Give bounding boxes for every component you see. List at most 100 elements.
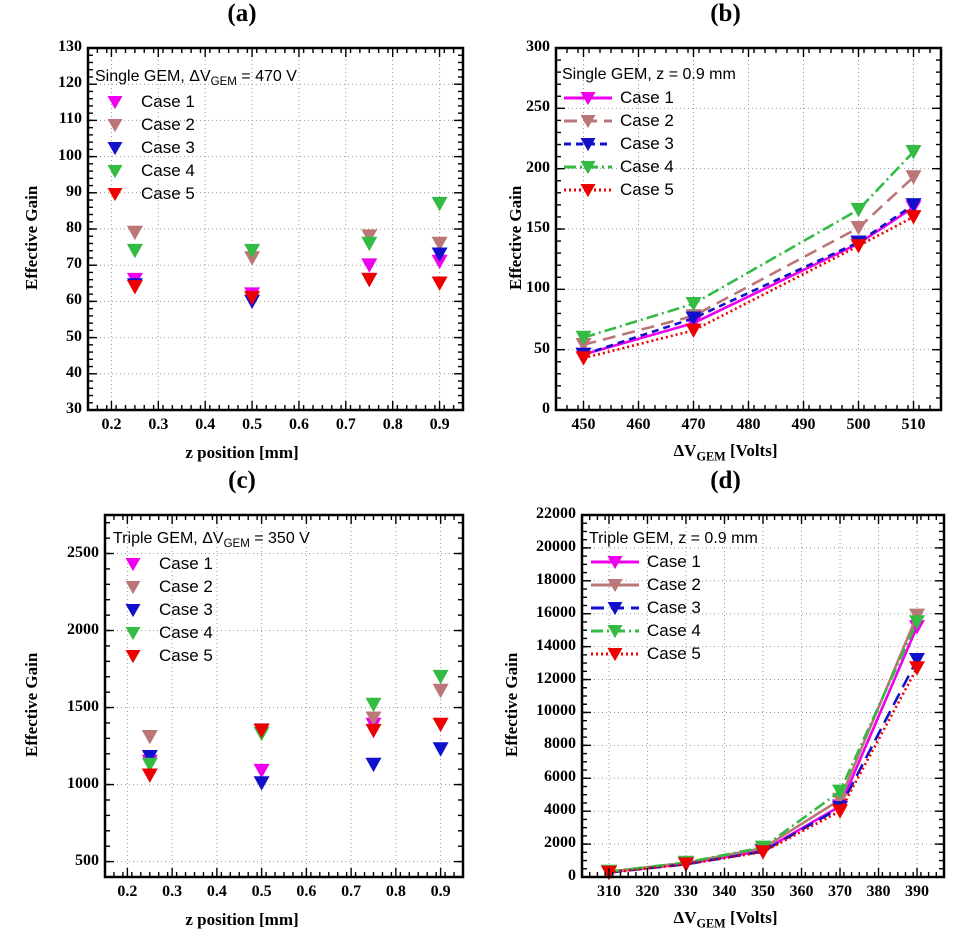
y-tick-label: 30 xyxy=(66,400,82,417)
legend-item-case5: Case 5 xyxy=(562,178,736,201)
legend-item-case2: Case 2 xyxy=(113,575,310,598)
x-tick-label: 0.8 xyxy=(382,416,403,433)
panel-d-title: (d) xyxy=(710,467,741,494)
legend-item-case1: Case 1 xyxy=(113,552,310,575)
y-tick-label: 22000 xyxy=(536,505,576,522)
legend-label-case2: Case 2 xyxy=(620,110,674,130)
y-tick-label: 20000 xyxy=(536,537,576,555)
legend-label-case5: Case 5 xyxy=(159,645,213,665)
panel-d-xlabel-pre: ΔV xyxy=(673,908,697,927)
legend-label-case3: Case 3 xyxy=(159,599,213,619)
y-tick-label: 50 xyxy=(534,339,550,357)
y-tick-label: 50 xyxy=(66,327,82,345)
legend-label-case4: Case 4 xyxy=(159,622,213,642)
panel-c-annotation-sub: GEM xyxy=(223,538,250,551)
panel-a-annotation-post: = 470 V xyxy=(236,68,297,85)
y-tick-label: 1500 xyxy=(67,697,99,715)
panel-c-annotation-pre: Triple GEM, ΔV xyxy=(113,530,224,547)
panel-b-plot xyxy=(554,46,943,412)
x-tick-label: 360 xyxy=(789,883,814,900)
panel-a-legend: Single GEM, ΔVGEM = 470 V Case 1 Case 2 … xyxy=(95,68,297,205)
x-tick-label: 310 xyxy=(596,883,621,900)
x-tick-label: 0.9 xyxy=(430,883,451,900)
panel-d-xlabel-sub: GEM xyxy=(696,916,726,931)
y-tick-label: 40 xyxy=(66,363,82,381)
case5-marker-icon xyxy=(95,183,135,205)
panel-a-xlabel: z position [mm] xyxy=(185,443,299,462)
case2-marker-icon xyxy=(95,114,135,136)
x-tick-label: 370 xyxy=(828,883,853,900)
y-tick-label: 150 xyxy=(526,219,550,236)
x-tick-label: 460 xyxy=(626,416,651,433)
y-tick-label: 0 xyxy=(568,867,576,884)
y-tick-label: 8000 xyxy=(544,735,576,753)
legend-item-case1: Case 1 xyxy=(589,550,758,573)
y-tick-label: 0 xyxy=(542,400,550,417)
y-tick-label: 110 xyxy=(58,110,82,128)
case1-marker-icon xyxy=(113,553,153,575)
legend-item-case5: Case 5 xyxy=(589,642,758,665)
legend-item-case1: Case 1 xyxy=(95,90,297,113)
y-tick-label: 130 xyxy=(58,38,82,55)
legend-item-case4: Case 4 xyxy=(589,619,758,642)
case3-marker-icon xyxy=(113,599,153,621)
y-tick-label: 14000 xyxy=(536,636,576,654)
y-tick-label: 100 xyxy=(58,146,82,164)
x-tick-label: 380 xyxy=(866,883,891,900)
legend-label-case2: Case 2 xyxy=(647,574,701,594)
y-tick-label: 16000 xyxy=(536,603,576,621)
legend-label-case3: Case 3 xyxy=(141,137,195,157)
y-tick-label: 2000 xyxy=(544,834,576,852)
case5-marker-icon xyxy=(113,645,153,667)
panel-b-xlabel-post: [Volts] xyxy=(725,441,778,460)
case1-line-marker-icon xyxy=(589,551,641,573)
case2-line-marker-icon xyxy=(589,574,641,596)
y-tick-label: 12000 xyxy=(536,669,576,687)
x-tick-label: 0.4 xyxy=(206,883,227,900)
legend-item-case3: Case 3 xyxy=(562,132,736,155)
x-tick-label: 0.5 xyxy=(242,416,263,433)
legend-item-case2: Case 2 xyxy=(589,573,758,596)
x-tick-label: 340 xyxy=(712,883,737,900)
x-tick-label: 350 xyxy=(751,883,775,900)
y-tick-label: 120 xyxy=(58,74,82,92)
x-tick-label: 0.8 xyxy=(385,883,406,900)
legend-label-case5: Case 5 xyxy=(647,643,701,663)
legend-item-case2: Case 2 xyxy=(562,109,736,132)
legend-item-case3: Case 3 xyxy=(113,598,310,621)
legend-label-case5: Case 5 xyxy=(141,183,195,203)
x-tick-label: 0.5 xyxy=(251,883,272,900)
legend-label-case2: Case 2 xyxy=(159,576,213,596)
y-tick-label: 18000 xyxy=(536,570,576,588)
panel-c-annotation: Triple GEM, ΔVGEM = 350 V xyxy=(113,530,310,550)
case2-line-marker-icon xyxy=(562,110,614,132)
y-tick-label: 200 xyxy=(526,158,550,176)
panel-c-annotation-post: = 350 V xyxy=(249,530,310,547)
case3-line-marker-icon xyxy=(589,597,641,619)
legend-item-case4: Case 4 xyxy=(113,621,310,644)
legend-label-case5: Case 5 xyxy=(620,179,674,199)
case1-line-marker-icon xyxy=(562,87,614,109)
y-tick-label: 6000 xyxy=(544,768,576,786)
panel-c-xlabel: z position [mm] xyxy=(185,910,299,929)
panel-d-plot xyxy=(580,513,946,881)
x-tick-label: 0.6 xyxy=(288,416,309,433)
x-tick-label: 0.6 xyxy=(296,883,317,900)
legend-item-case4: Case 4 xyxy=(95,159,297,182)
case4-line-marker-icon xyxy=(589,620,641,642)
x-tick-label: 390 xyxy=(905,883,930,900)
legend-label-case4: Case 4 xyxy=(620,156,674,176)
x-tick-label: 320 xyxy=(635,883,660,900)
case5-line-marker-icon xyxy=(562,179,614,201)
panel-a: (a) Effective Gain Single GEM, ΔVGEM = 4… xyxy=(0,0,484,467)
x-tick-label: 0.7 xyxy=(335,416,356,433)
panel-a-annotation-sub: GEM xyxy=(210,76,237,89)
panel-d: (d) Effective Gain Triple GEM, z = 0.9 m… xyxy=(484,467,967,934)
panel-b-xlabel-sub: GEM xyxy=(696,449,726,464)
y-tick-label: 250 xyxy=(526,98,550,116)
x-tick-label: 0.4 xyxy=(195,416,216,433)
panel-b-xlabel-pre: ΔV xyxy=(673,441,697,460)
y-tick-label: 70 xyxy=(66,255,82,273)
x-tick-label: 0.3 xyxy=(148,416,169,433)
legend-label-case2: Case 2 xyxy=(141,114,195,134)
